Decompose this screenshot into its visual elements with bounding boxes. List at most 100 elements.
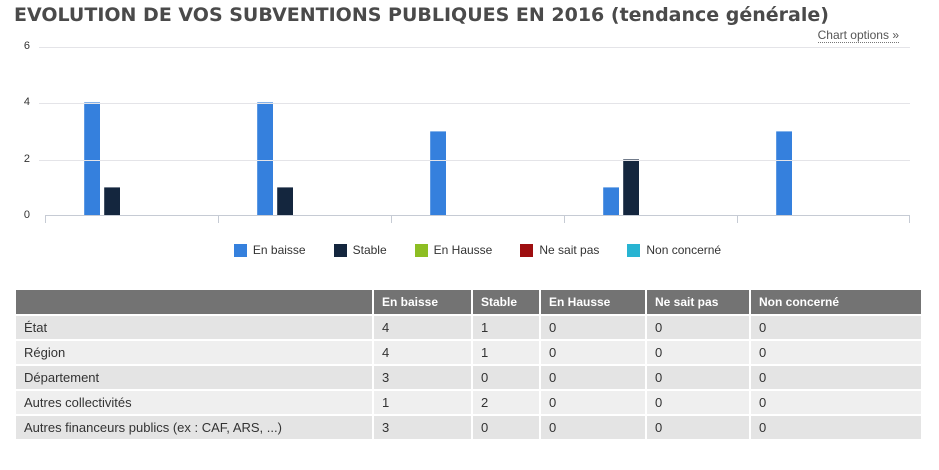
row-label: Autres financeurs publics (ex : CAF, ARS… <box>16 416 372 439</box>
table-cell: 3 <box>374 366 471 389</box>
table-cell: 0 <box>541 341 645 364</box>
y-axis-label: 6 <box>23 40 30 52</box>
legend-item-5[interactable]: Non concerné <box>627 243 721 257</box>
legend-label: En Hausse <box>433 243 493 257</box>
legend-item-3[interactable]: En Hausse <box>414 243 493 257</box>
bar-group <box>601 47 701 215</box>
table-header-cell: Stable <box>473 290 539 314</box>
table-cell: 0 <box>647 341 749 364</box>
bar-slot <box>641 47 661 215</box>
legend-swatch <box>627 243 641 257</box>
legend-item-2[interactable]: Stable <box>333 243 387 257</box>
bar-slot <box>774 47 794 215</box>
row-label: Région <box>16 341 372 364</box>
category-slot <box>218 47 391 215</box>
table-body: État 4 1 0 0 0 Région 4 1 0 0 0 Département 3 0 0 0 0 Autr… <box>16 316 921 439</box>
gridline <box>39 103 910 105</box>
bar-0-0[interactable] <box>83 102 100 215</box>
bar-slot <box>295 47 315 215</box>
table-cell: 0 <box>751 416 921 439</box>
bar-1-1[interactable] <box>276 186 293 215</box>
bar-slot <box>621 47 641 215</box>
bar-slot <box>335 47 355 215</box>
gridline <box>39 159 910 161</box>
bar-group <box>82 47 182 215</box>
table-row: Département 3 0 0 0 0 <box>16 366 921 389</box>
gridline <box>39 47 910 48</box>
legend-item-1[interactable]: En baisse <box>233 243 306 257</box>
bar-0-3[interactable] <box>602 186 619 215</box>
x-axis-tick <box>909 216 910 223</box>
bar-slot <box>661 47 681 215</box>
legend-item-4[interactable]: Ne sait pas <box>520 243 599 257</box>
table-cell: 0 <box>751 316 921 339</box>
table-cell: 3 <box>374 416 471 439</box>
y-axis-label: 0 <box>23 209 30 221</box>
x-axis-tick <box>391 216 392 223</box>
table-cell: 1 <box>473 341 539 364</box>
row-label: Autres collectivités <box>16 391 372 414</box>
x-axis-tick <box>218 216 219 223</box>
bar-slot <box>162 47 182 215</box>
x-axis-tick <box>564 216 565 223</box>
legend-swatch <box>333 243 347 257</box>
table-row: Région 4 1 0 0 0 <box>16 341 921 364</box>
bar-group <box>428 47 528 215</box>
table-cell: 1 <box>374 391 471 414</box>
bar-slot <box>488 47 508 215</box>
y-axis-label: 4 <box>23 96 30 109</box>
table-cell: 0 <box>647 316 749 339</box>
page-title: EVOLUTION DE VOS SUBVENTIONS PUBLIQUES E… <box>14 4 829 26</box>
table-cell: 0 <box>751 341 921 364</box>
legend-label: Non concerné <box>646 243 722 257</box>
table-header-row: En baisse Stable En Hausse Ne sait pas Non c… <box>16 290 921 314</box>
table-row: Autres financeurs publics (ex : CAF, ARS… <box>16 416 921 439</box>
row-label: État <box>16 316 372 339</box>
table-cell: 0 <box>647 391 749 414</box>
x-axis-tick <box>737 216 738 223</box>
bar-slot <box>854 47 874 215</box>
category-slot <box>45 47 218 215</box>
table-header-corner <box>16 290 372 314</box>
table-row: État 4 1 0 0 0 <box>16 316 921 339</box>
table-cell: 2 <box>473 391 539 414</box>
legend-label: Stable <box>352 243 387 257</box>
table-header-cell: En baisse <box>374 290 471 314</box>
chart-options-link[interactable]: Chart options » <box>817 28 899 43</box>
bar-0-2[interactable] <box>429 130 446 215</box>
bar-1-3[interactable] <box>622 158 639 215</box>
table-cell: 0 <box>473 366 539 389</box>
legend-swatch <box>233 243 247 257</box>
table-header-cell: En Hausse <box>541 290 645 314</box>
table-cell: 0 <box>647 366 749 389</box>
category-slot <box>391 47 564 215</box>
table-row: Autres collectivités 1 2 0 0 0 <box>16 391 921 414</box>
table-cell: 0 <box>751 391 921 414</box>
bar-0-1[interactable] <box>256 102 273 215</box>
bar-slot <box>468 47 488 215</box>
bar-slot <box>275 47 295 215</box>
bar-slot <box>448 47 468 215</box>
table-header-cell: Non concerné <box>751 290 921 314</box>
table-cell: 0 <box>541 416 645 439</box>
bar-slot <box>122 47 142 215</box>
bar-slot <box>834 47 854 215</box>
table-cell: 0 <box>647 416 749 439</box>
table-cell: 0 <box>473 416 539 439</box>
bar-slot <box>814 47 834 215</box>
bar-slot <box>102 47 122 215</box>
bar-slot <box>794 47 814 215</box>
legend-swatch <box>520 243 534 257</box>
bar-slot <box>428 47 448 215</box>
table-head: En baisse Stable En Hausse Ne sait pas Non c… <box>16 290 921 314</box>
legend-label: Ne sait pas <box>539 243 600 257</box>
bar-slot <box>601 47 621 215</box>
y-axis-label: 2 <box>23 152 30 165</box>
bar-0-4[interactable] <box>775 130 792 215</box>
bar-slots <box>45 47 910 215</box>
bar-slot <box>315 47 335 215</box>
category-slot <box>737 47 910 215</box>
table-cell: 0 <box>751 366 921 389</box>
results-table: En baisse Stable En Hausse Ne sait pas Non c… <box>14 288 923 441</box>
bar-1-0[interactable] <box>103 186 120 215</box>
